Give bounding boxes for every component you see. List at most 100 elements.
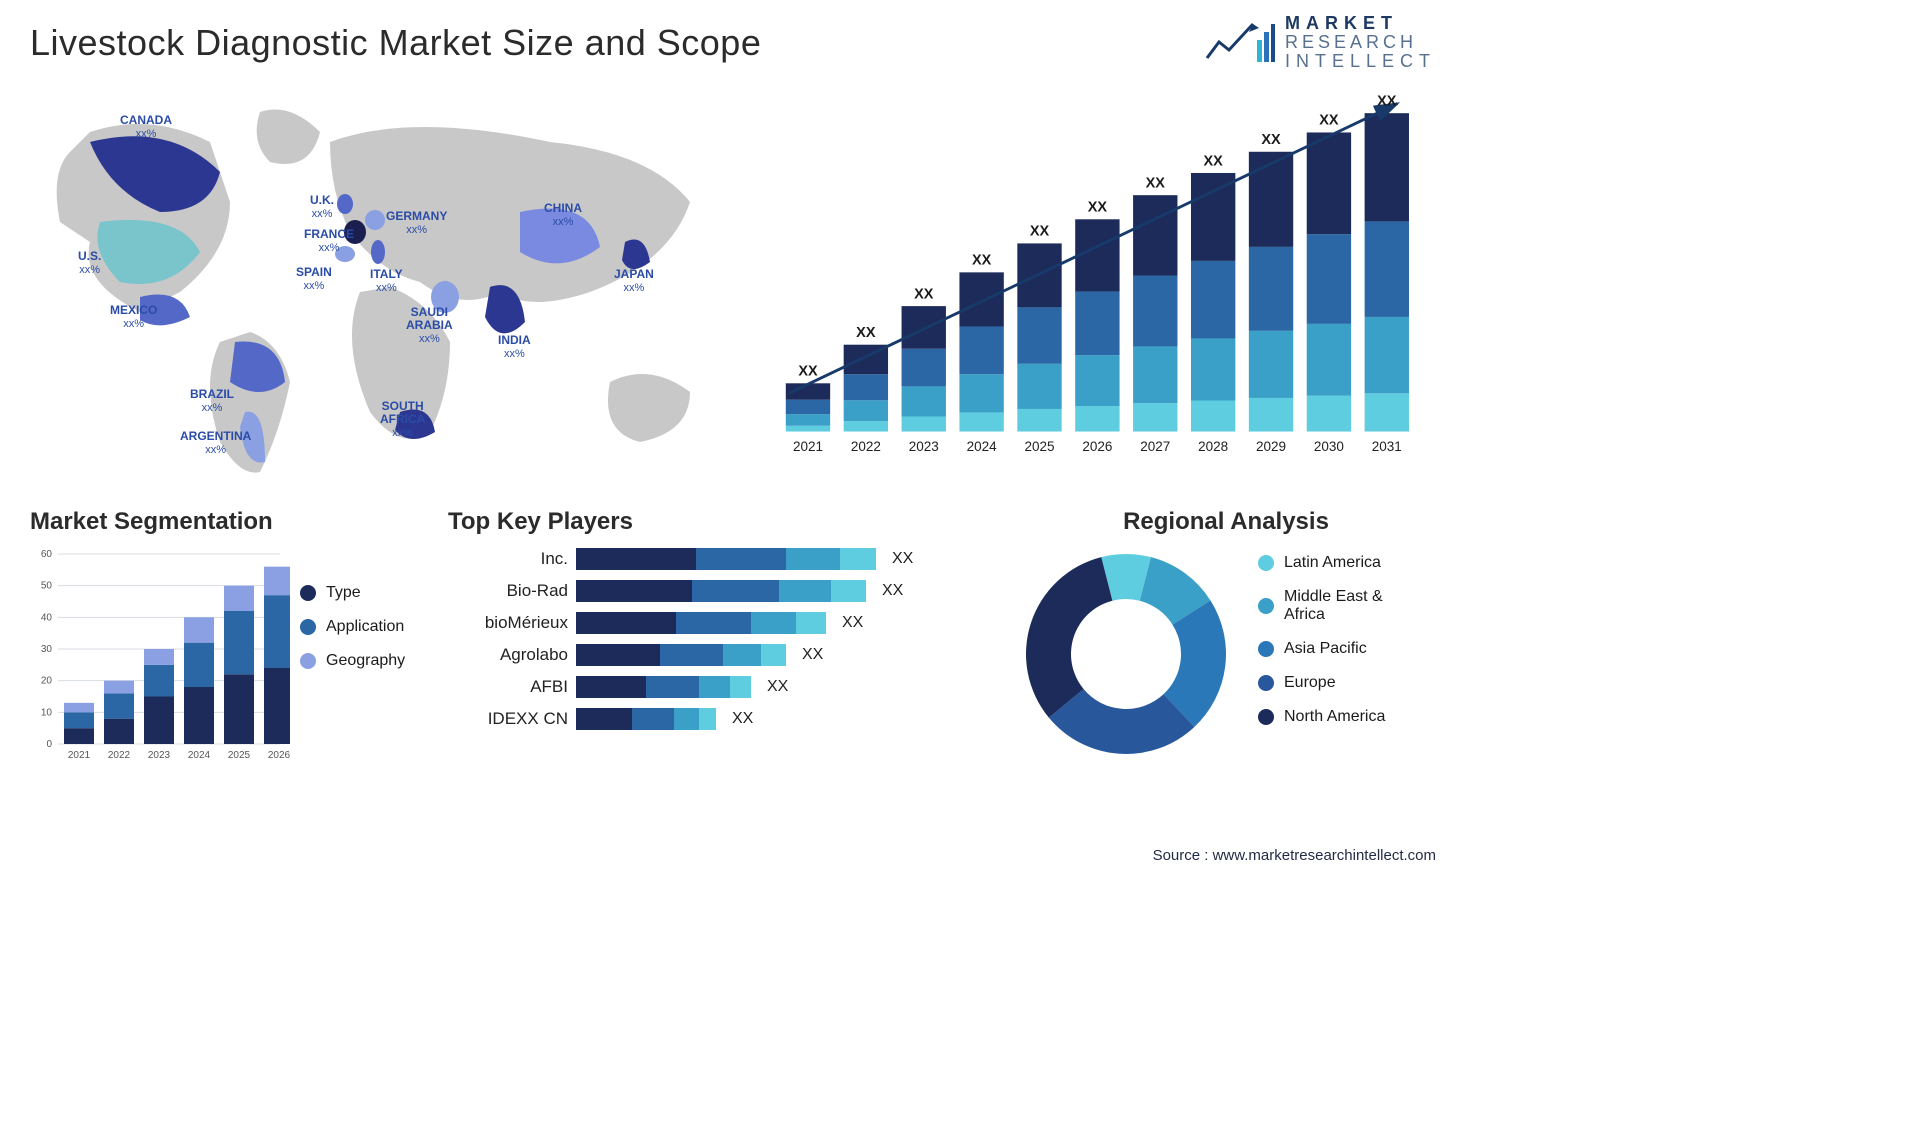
legend-item-type: Type bbox=[300, 584, 405, 602]
svg-text:2021: 2021 bbox=[793, 439, 823, 454]
svg-text:XX: XX bbox=[798, 364, 818, 380]
map-label-germany: GERMANYxx% bbox=[386, 210, 447, 236]
map-label-saudi-arabia: SAUDIARABIAxx% bbox=[406, 306, 453, 346]
svg-text:2022: 2022 bbox=[108, 750, 131, 761]
svg-text:2029: 2029 bbox=[1256, 439, 1286, 454]
panel-regional: Regional Analysis Latin America Middle Ea… bbox=[1016, 508, 1436, 774]
forecast-svg: 2021 2022 2023 2024 2025 2026 2027 2028 2029 2030… bbox=[780, 82, 1436, 482]
svg-text:XX: XX bbox=[1146, 175, 1166, 191]
kp-value: XX bbox=[767, 678, 788, 696]
svg-text:2031: 2031 bbox=[1372, 439, 1402, 454]
forecast-chart: 2021 2022 2023 2024 2025 2026 2027 2028 2029 2030… bbox=[750, 82, 1436, 482]
svg-text:XX: XX bbox=[914, 286, 934, 302]
map-label-u-s-: U.S.xx% bbox=[78, 250, 101, 276]
kp-bar bbox=[576, 612, 826, 634]
svg-text:2030: 2030 bbox=[1314, 439, 1344, 454]
svg-text:2021: 2021 bbox=[68, 750, 91, 761]
kp-bar bbox=[576, 548, 876, 570]
panel-key-players: Top Key Players Inc.XXBio-RadXXbioMérieu… bbox=[448, 508, 998, 774]
region-legend-middle-east-africa: Middle East & Africa bbox=[1258, 588, 1385, 624]
map-label-canada: CANADAxx% bbox=[120, 114, 172, 140]
world-map: CANADAxx% U.S.xx% MEXICOxx% BRAZILxx% ARGENT… bbox=[30, 82, 750, 482]
key-players-title: Top Key Players bbox=[448, 508, 998, 536]
svg-text:XX: XX bbox=[1319, 113, 1339, 129]
legend-item-geography: Geography bbox=[300, 652, 405, 670]
map-label-south-africa: SOUTHAFRICAxx% bbox=[380, 400, 425, 440]
map-label-mexico: MEXICOxx% bbox=[110, 304, 157, 330]
regional-title: Regional Analysis bbox=[1016, 508, 1436, 536]
svg-text:XX: XX bbox=[972, 253, 992, 269]
kp-value: XX bbox=[732, 710, 753, 728]
legend-item-application: Application bbox=[300, 618, 405, 636]
map-label-u-k-: U.K.xx% bbox=[310, 194, 334, 220]
segmentation-title: Market Segmentation bbox=[30, 508, 430, 536]
kp-bar bbox=[576, 676, 751, 698]
svg-text:2025: 2025 bbox=[1024, 439, 1054, 454]
svg-text:2023: 2023 bbox=[148, 750, 171, 761]
kp-label: bioMérieux bbox=[448, 613, 568, 633]
region-legend-asia-pacific: Asia Pacific bbox=[1258, 640, 1385, 658]
map-label-china: CHINAxx% bbox=[544, 202, 582, 228]
kp-row-biom-rieux: bioMérieux XX bbox=[448, 612, 998, 634]
brand-logo: MARKET RESEARCH INTELLECT bbox=[1205, 14, 1436, 71]
kp-label: Bio-Rad bbox=[448, 581, 568, 601]
panel-segmentation: Market Segmentation 0 10 20 30 40 50 60 2021 202… bbox=[30, 508, 430, 774]
kp-label: Inc. bbox=[448, 549, 568, 569]
svg-text:0: 0 bbox=[46, 739, 52, 750]
map-label-india: INDIAxx% bbox=[498, 334, 531, 360]
svg-text:XX: XX bbox=[1261, 132, 1281, 148]
svg-text:60: 60 bbox=[41, 549, 53, 560]
kp-bar bbox=[576, 644, 786, 666]
kp-bar bbox=[576, 580, 866, 602]
regional-legend: Latin America Middle East & Africa Asia Pa… bbox=[1258, 544, 1385, 726]
kp-value: XX bbox=[802, 646, 823, 664]
kp-row-idexx-cn: IDEXX CN XX bbox=[448, 708, 998, 730]
svg-text:20: 20 bbox=[41, 676, 53, 687]
svg-text:2024: 2024 bbox=[967, 439, 998, 454]
logo-mark-icon bbox=[1205, 18, 1275, 66]
kp-row-bio-rad: Bio-Rad XX bbox=[448, 580, 998, 602]
svg-text:XX: XX bbox=[1088, 200, 1108, 216]
svg-text:2023: 2023 bbox=[909, 439, 939, 454]
svg-text:XX: XX bbox=[856, 325, 876, 341]
svg-text:10: 10 bbox=[41, 707, 53, 718]
kp-label: Agrolabo bbox=[448, 645, 568, 665]
region-legend-latin-america: Latin America bbox=[1258, 554, 1385, 572]
svg-text:2028: 2028 bbox=[1198, 439, 1228, 454]
segmentation-legend: Type Application Geography bbox=[300, 544, 405, 774]
svg-text:2027: 2027 bbox=[1140, 439, 1170, 454]
regional-donut bbox=[1016, 544, 1236, 764]
map-label-argentina: ARGENTINAxx% bbox=[180, 430, 251, 456]
kp-row-afbi: AFBI XX bbox=[448, 676, 998, 698]
region-legend-north-america: North America bbox=[1258, 708, 1385, 726]
kp-value: XX bbox=[842, 614, 863, 632]
kp-value: XX bbox=[892, 550, 913, 568]
svg-text:30: 30 bbox=[41, 644, 53, 655]
svg-text:2024: 2024 bbox=[188, 750, 211, 761]
svg-text:XX: XX bbox=[1377, 93, 1397, 109]
map-label-france: FRANCExx% bbox=[304, 228, 354, 254]
kp-value: XX bbox=[882, 582, 903, 600]
svg-text:40: 40 bbox=[41, 612, 53, 623]
map-label-japan: JAPANxx% bbox=[614, 268, 654, 294]
svg-text:2026: 2026 bbox=[1082, 439, 1112, 454]
kp-bar bbox=[576, 708, 716, 730]
svg-text:2026: 2026 bbox=[268, 750, 290, 761]
map-label-brazil: BRAZILxx% bbox=[190, 388, 234, 414]
svg-text:XX: XX bbox=[1030, 224, 1050, 240]
kp-label: AFBI bbox=[448, 677, 568, 697]
logo-text: MARKET RESEARCH INTELLECT bbox=[1285, 14, 1436, 71]
kp-row-inc-: Inc. XX bbox=[448, 548, 998, 570]
source-attribution: Source : www.marketresearchintellect.com bbox=[1153, 847, 1436, 864]
segmentation-chart: 0 10 20 30 40 50 60 2021 2022 2023 2024 2025 2026 bbox=[30, 544, 290, 774]
kp-label: IDEXX CN bbox=[448, 709, 568, 729]
kp-row-agrolabo: Agrolabo XX bbox=[448, 644, 998, 666]
map-label-spain: SPAINxx% bbox=[296, 266, 332, 292]
svg-text:50: 50 bbox=[41, 581, 53, 592]
region-legend-europe: Europe bbox=[1258, 674, 1385, 692]
svg-text:2025: 2025 bbox=[228, 750, 251, 761]
map-label-italy: ITALYxx% bbox=[370, 268, 403, 294]
svg-text:2022: 2022 bbox=[851, 439, 881, 454]
key-players-rows: Inc.XXBio-RadXXbioMérieuxXXAgrolaboXXAFB… bbox=[448, 544, 998, 730]
svg-text:XX: XX bbox=[1203, 153, 1223, 169]
